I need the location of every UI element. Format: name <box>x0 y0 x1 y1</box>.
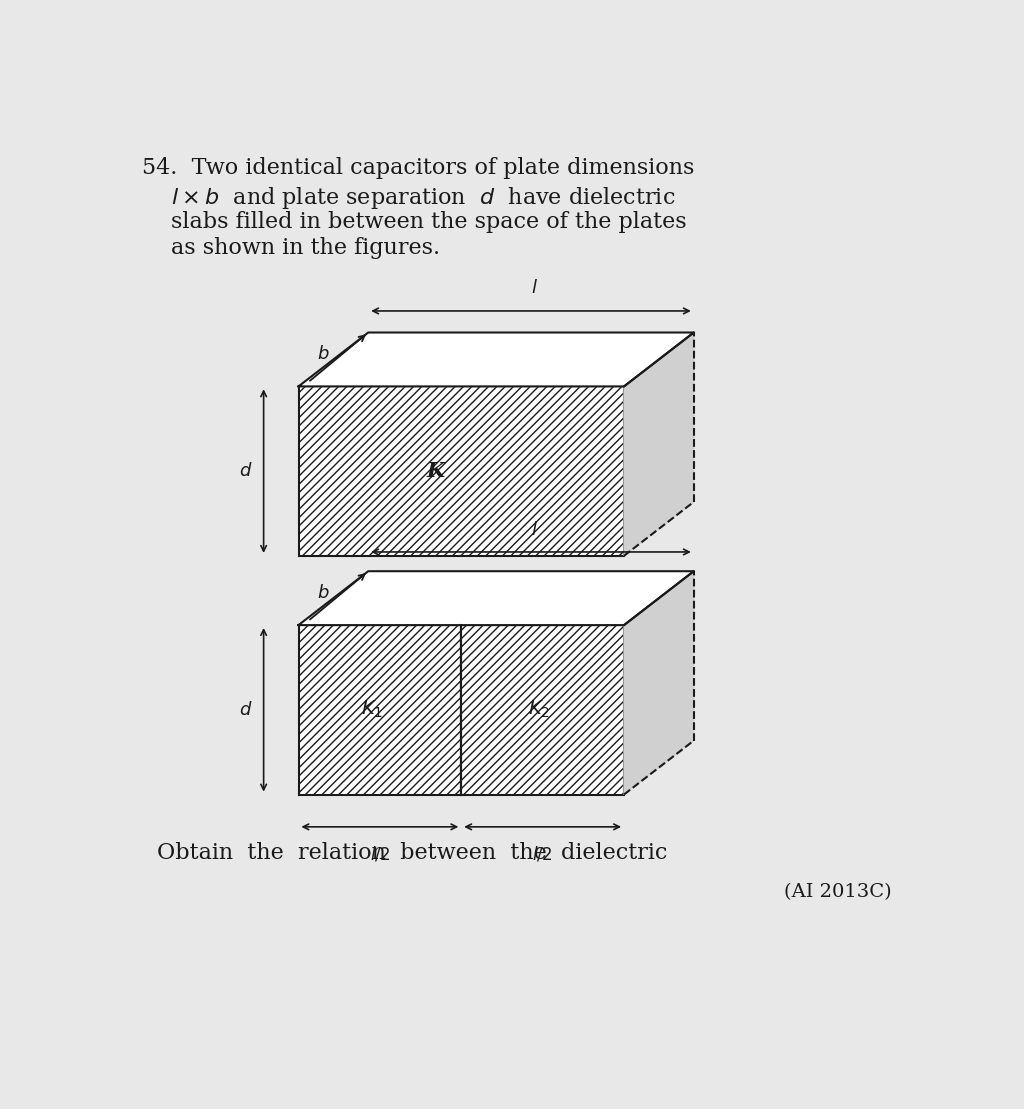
Polygon shape <box>624 571 693 794</box>
Polygon shape <box>299 571 693 625</box>
Text: (AI 2013C): (AI 2013C) <box>783 883 891 901</box>
Text: $l/2$: $l/2$ <box>370 845 390 864</box>
Polygon shape <box>299 386 624 556</box>
Text: $d$: $d$ <box>239 701 253 719</box>
Polygon shape <box>624 333 693 556</box>
Text: K: K <box>426 461 444 481</box>
Text: slabs filled in between the space of the plates: slabs filled in between the space of the… <box>171 211 686 233</box>
Text: 54.  Two identical capacitors of plate dimensions: 54. Two identical capacitors of plate di… <box>142 157 694 179</box>
Text: $l/2$: $l/2$ <box>532 845 553 864</box>
Text: $b$: $b$ <box>317 583 330 602</box>
Polygon shape <box>299 625 461 794</box>
Polygon shape <box>299 333 693 386</box>
Text: $l \times b$  and plate separation  $d$  have dielectric: $l \times b$ and plate separation $d$ ha… <box>171 185 675 211</box>
Text: $K_2$: $K_2$ <box>528 699 550 721</box>
Text: as shown in the figures.: as shown in the figures. <box>171 237 439 260</box>
Text: $l$: $l$ <box>531 279 539 297</box>
Text: $K_1$: $K_1$ <box>360 699 383 721</box>
Text: Obtain  the  relation  between  the  dielectric: Obtain the relation between the dielectr… <box>158 842 668 864</box>
Text: $b$: $b$ <box>317 345 330 363</box>
Text: $l$: $l$ <box>531 521 539 539</box>
Text: $d$: $d$ <box>239 462 253 480</box>
Polygon shape <box>461 625 624 794</box>
